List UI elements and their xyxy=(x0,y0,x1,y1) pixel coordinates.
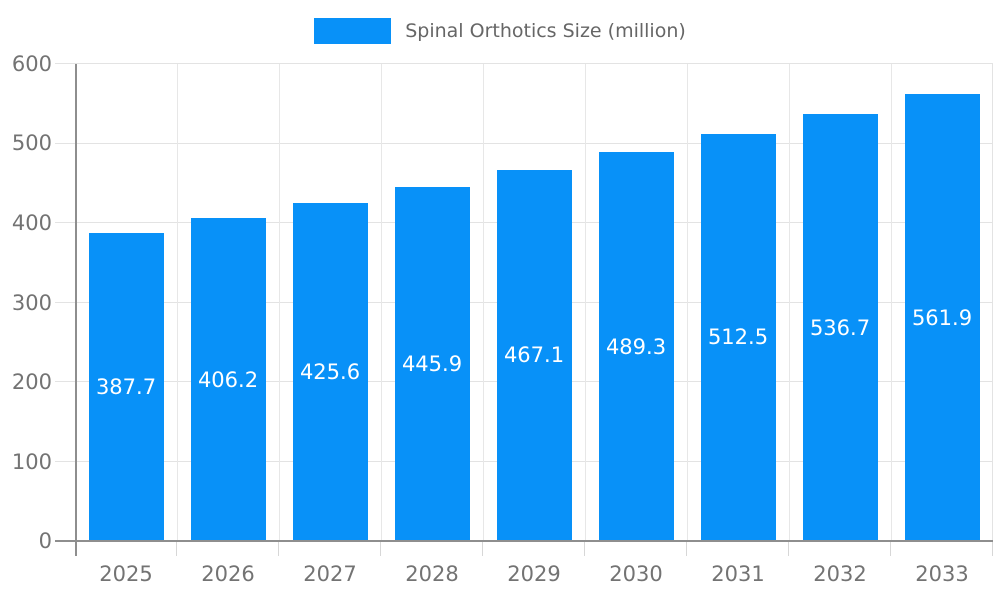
x-axis-tick-label: 2026 xyxy=(201,562,255,586)
x-axis-tick-label: 2031 xyxy=(711,562,765,586)
y-axis-tick-label: 600 xyxy=(11,52,52,76)
x-axis-tick xyxy=(992,541,993,556)
bar-2029: 467.1 xyxy=(496,169,572,541)
x-axis-tick-label: 2030 xyxy=(609,562,663,586)
bar-value-label: 561.9 xyxy=(911,305,973,330)
gridline xyxy=(55,63,993,64)
bar-2032: 536.7 xyxy=(802,114,878,541)
bar-value-label: 489.3 xyxy=(605,334,667,359)
bar-value-label: 467.1 xyxy=(503,343,565,368)
x-axis-tick xyxy=(379,541,381,556)
legend-label: Spinal Orthotics Size (million) xyxy=(405,20,686,42)
bar-cell: 467.1 xyxy=(483,64,585,541)
bar-value-label: 425.6 xyxy=(299,359,361,384)
x-axis-tick-label: 2033 xyxy=(915,562,969,586)
bar-cell: 387.7 xyxy=(75,64,177,541)
y-axis-tick-label: 0 xyxy=(38,529,52,553)
bar-2033: 561.9 xyxy=(904,94,980,541)
x-axis-tick xyxy=(685,541,687,556)
bar-2027: 425.6 xyxy=(292,202,368,541)
bar-cell: 536.7 xyxy=(789,64,891,541)
bar-value-label: 387.7 xyxy=(95,374,157,399)
y-axis-tick-label: 300 xyxy=(11,290,52,315)
bar-value-label: 445.9 xyxy=(401,351,463,376)
category-separator xyxy=(177,64,178,541)
legend[interactable]: Spinal Orthotics Size (million) xyxy=(0,18,1000,44)
bar-cell: 425.6 xyxy=(279,64,381,541)
plot-right-border xyxy=(992,64,993,541)
category-separator xyxy=(891,64,892,541)
bar-value-label: 406.2 xyxy=(197,367,259,392)
y-axis-tick-label: 500 xyxy=(11,131,52,156)
bar-2031: 512.5 xyxy=(700,133,776,541)
y-axis-tick-label: 100 xyxy=(11,449,52,474)
category-separator xyxy=(380,64,382,541)
bar-2026: 406.2 xyxy=(190,218,266,541)
x-axis-tick xyxy=(175,541,177,556)
plot-area: 387.7 406.2 425.6 445.9 467.1 489.3 512.5 536.7… xyxy=(12,52,993,586)
category-separator xyxy=(789,64,790,541)
bar-cell: 406.2 xyxy=(177,64,279,541)
x-axis-tick-label: 2032 xyxy=(813,562,867,586)
y-axis-line xyxy=(75,64,77,556)
gridline xyxy=(55,142,993,144)
bar-2028: 445.9 xyxy=(394,186,470,541)
x-axis-labels: 2025 2026 2027 2028 2029 2030 2031 2032 2033 xyxy=(75,541,993,586)
bar-value-label: 512.5 xyxy=(707,325,769,350)
bar-cell: 512.5 xyxy=(687,64,789,541)
bars: 387.7 406.2 425.6 445.9 467.1 489.3 512.5 536.7… xyxy=(75,64,993,541)
bar-cell: 561.9 xyxy=(891,64,993,541)
category-separator xyxy=(279,64,280,541)
x-axis-tick xyxy=(788,541,789,556)
x-axis-tick-label: 2027 xyxy=(303,562,357,586)
x-axis-tick xyxy=(481,541,483,556)
bar-2030: 489.3 xyxy=(598,152,674,541)
x-axis-line xyxy=(55,540,993,542)
category-separator xyxy=(585,64,586,541)
category-separator xyxy=(483,64,484,541)
x-axis-tick-label: 2029 xyxy=(507,562,561,586)
category-separator xyxy=(686,64,688,541)
bar-value-label: 536.7 xyxy=(809,315,871,340)
x-axis-tick xyxy=(277,541,279,556)
x-axis-tick-label: 2025 xyxy=(99,562,153,586)
x-axis-tick xyxy=(584,541,585,556)
x-axis-tick xyxy=(889,541,891,556)
bar-2025: 387.7 xyxy=(88,232,164,541)
y-axis-tick-label: 200 xyxy=(11,369,52,394)
legend-swatch xyxy=(314,18,392,44)
y-axis-tick-label: 400 xyxy=(11,210,52,235)
bar-cell: 445.9 xyxy=(381,64,483,541)
bar-cell: 489.3 xyxy=(585,64,687,541)
x-axis-tick-label: 2028 xyxy=(405,562,459,586)
